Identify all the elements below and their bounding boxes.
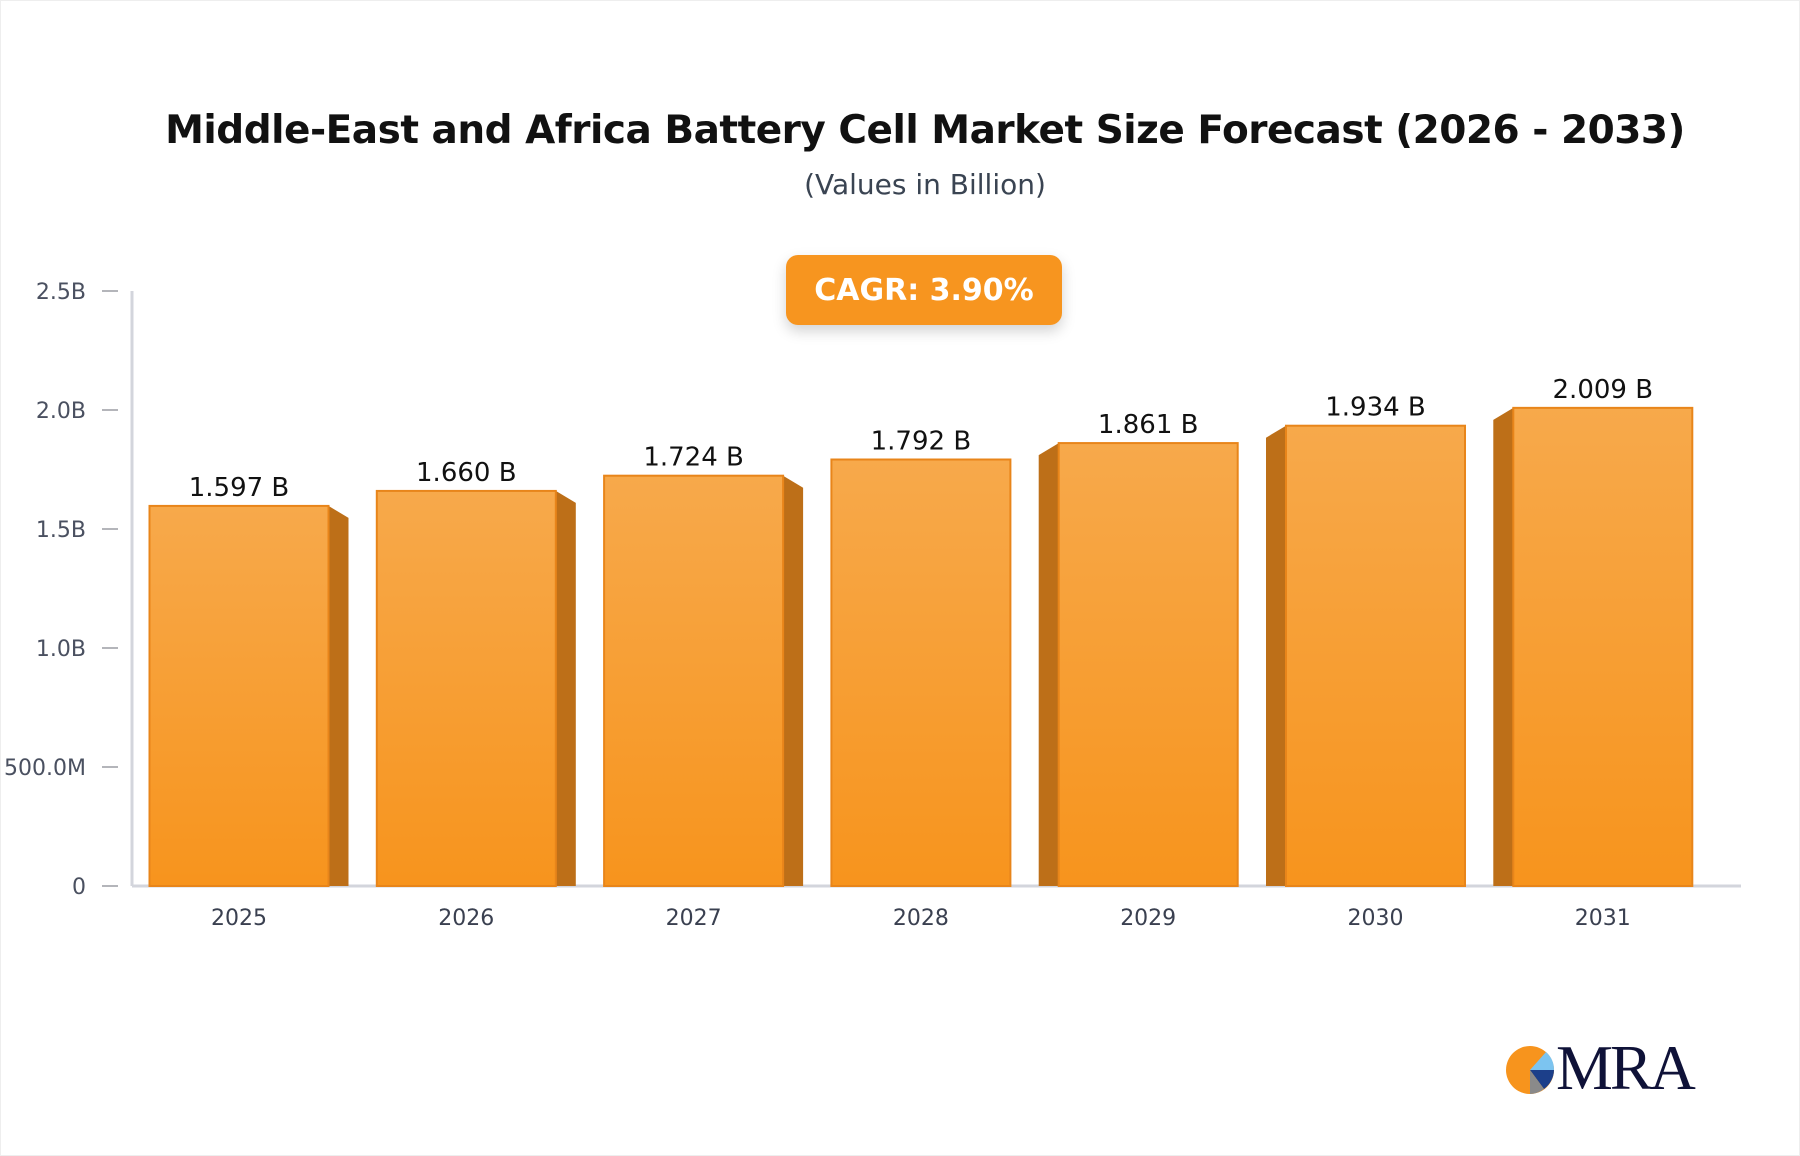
bar-group: 1.724 B 2027	[603, 443, 804, 931]
bar	[375, 489, 557, 887]
x-tick-label: 2029	[1120, 906, 1176, 931]
x-tick-label: 2026	[438, 906, 494, 931]
bar	[603, 474, 785, 887]
logo-text: MRA	[1556, 1032, 1696, 1103]
bar	[1285, 424, 1466, 887]
bar-group: 1.792 B 2028	[830, 427, 1012, 931]
x-tick-label: 2027	[666, 906, 722, 931]
bar-side	[328, 505, 349, 886]
data-label: 1.861 B	[1098, 410, 1199, 440]
bar-side	[783, 475, 804, 886]
bar	[1057, 442, 1239, 887]
pie-logo-icon	[1506, 1046, 1555, 1094]
data-label: 1.934 B	[1325, 393, 1426, 423]
y-tick-label: 1.5B	[36, 518, 86, 543]
chart-title: Middle-East and Africa Battery Cell Mark…	[165, 108, 1685, 153]
bar-group: 1.861 B 2029	[1038, 410, 1239, 931]
y-tick-label: 500.0M	[4, 756, 86, 781]
data-label: 2.009 B	[1553, 375, 1654, 405]
bar-group: 1.597 B 2025	[148, 473, 349, 931]
x-tick-label: 2030	[1348, 906, 1404, 931]
data-label: 1.792 B	[871, 427, 972, 457]
y-tick-label: 0	[72, 875, 86, 900]
bar-side	[1493, 407, 1514, 886]
data-label: 1.660 B	[416, 458, 517, 488]
cagr-badge: CAGR: 3.90%	[786, 255, 1062, 325]
bar-group: 2.009 B 2031	[1493, 375, 1694, 931]
bar-side	[555, 490, 576, 886]
chart-subtitle: (Values in Billion)	[804, 168, 1046, 201]
x-tick-label: 2028	[893, 906, 949, 931]
data-label: 1.597 B	[189, 473, 290, 503]
x-tick-label: 2025	[211, 906, 267, 931]
bar	[1512, 406, 1694, 887]
bar-group: 1.660 B 2026	[375, 458, 576, 931]
bar-side	[1038, 443, 1059, 886]
bar	[148, 504, 330, 887]
mra-logo: MRA	[1506, 1036, 1696, 1100]
bar-side	[1266, 425, 1286, 886]
x-tick-label: 2031	[1575, 906, 1631, 931]
bar-group: 1.934 B 2030	[1266, 393, 1466, 931]
bar	[830, 458, 1012, 887]
data-label: 1.724 B	[643, 443, 744, 473]
y-tick-label: 2.0B	[36, 399, 86, 424]
y-tick-label: 2.5B	[36, 280, 86, 305]
y-tick-label: 1.0B	[36, 637, 86, 662]
